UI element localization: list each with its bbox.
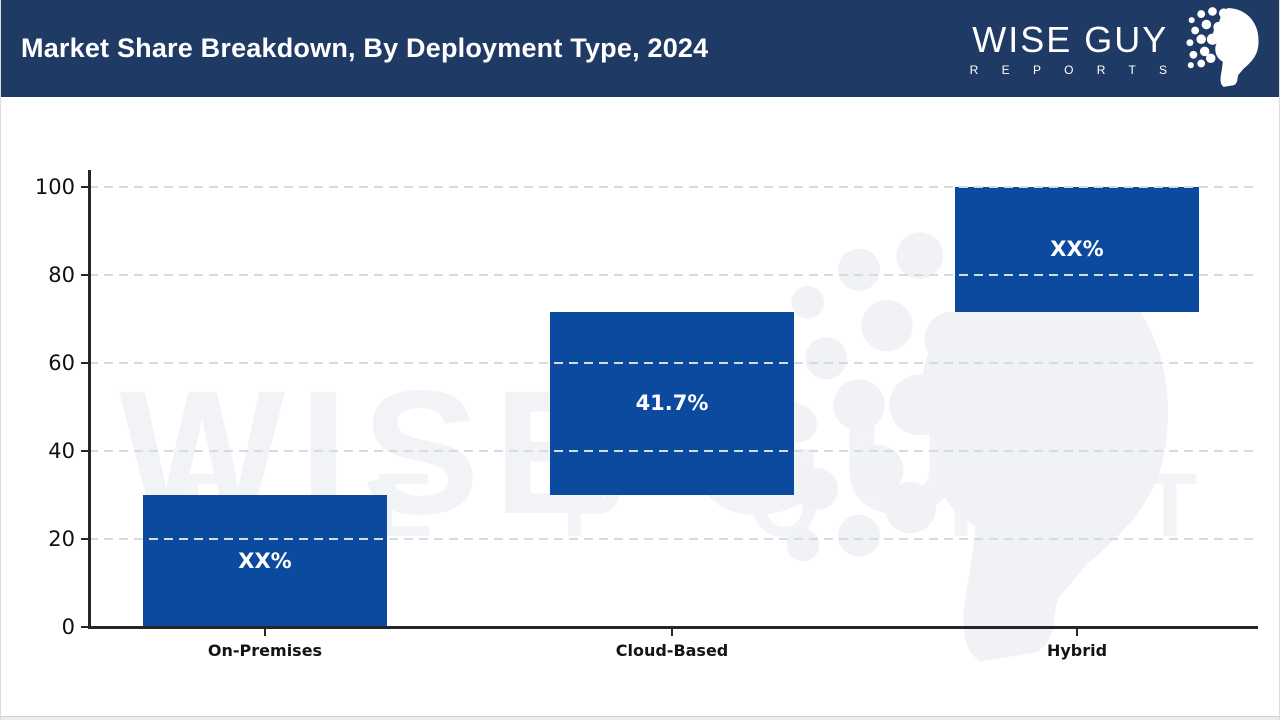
bar-hybrid bbox=[955, 187, 1199, 312]
y-tick-label-20: 20 bbox=[48, 527, 75, 551]
bar-value-label: 41.7% bbox=[635, 391, 709, 416]
y-tick-label-40: 40 bbox=[48, 439, 75, 463]
gridline-40 bbox=[89, 450, 1258, 452]
y-tick-20 bbox=[81, 538, 89, 540]
x-category-label-hybrid: Hybrid bbox=[1046, 641, 1108, 660]
y-tick-80 bbox=[81, 274, 89, 276]
y-tick-label-100: 100 bbox=[34, 175, 75, 199]
y-tick-label-80: 80 bbox=[48, 263, 75, 287]
y-tick-label-60: 60 bbox=[48, 351, 75, 375]
gridline-80 bbox=[89, 274, 1258, 276]
wise-guy-logo: WISE GUY R E P O R T S bbox=[964, 6, 1261, 92]
y-tick-100 bbox=[81, 186, 89, 188]
y-tick-label-0: 0 bbox=[61, 615, 75, 639]
x-tick-on-premises bbox=[264, 628, 266, 636]
logo-wordmark: WISE GUY bbox=[972, 18, 1169, 60]
x-category-label-on-premises: On-Premises bbox=[207, 641, 323, 660]
y-tick-0 bbox=[81, 626, 89, 628]
logo-text: WISE GUY R E P O R T S bbox=[964, 18, 1177, 77]
bottom-border bbox=[1, 716, 1279, 720]
bar-value-label: XX% bbox=[1050, 237, 1104, 262]
bar-on-premises bbox=[143, 495, 387, 627]
gridline-100 bbox=[89, 186, 1258, 188]
dotted-head-icon bbox=[1183, 6, 1261, 92]
y-tick-40 bbox=[81, 450, 89, 452]
x-tick-hybrid bbox=[1076, 628, 1078, 636]
watermark-dotted-head-icon bbox=[761, 217, 1181, 681]
x-axis-line bbox=[88, 626, 1258, 629]
gridline-60 bbox=[89, 362, 1258, 364]
gridline-20 bbox=[89, 538, 1258, 540]
x-tick-cloud-based bbox=[671, 628, 673, 636]
logo-subtitle: R E P O R T S bbox=[969, 62, 1177, 77]
header-band: Market Share Breakdown, By Deployment Ty… bbox=[1, 0, 1279, 97]
chart-plot-area: WISE GUY R E P O R T S XX%41.7%XX%020406… bbox=[1, 97, 1279, 716]
bar-cloud-based bbox=[550, 311, 794, 495]
y-tick-60 bbox=[81, 362, 89, 364]
chart-title: Market Share Breakdown, By Deployment Ty… bbox=[21, 33, 709, 63]
x-category-label-cloud-based: Cloud-Based bbox=[615, 641, 729, 660]
bar-value-label: XX% bbox=[238, 549, 292, 573]
y-axis-line bbox=[88, 170, 91, 629]
